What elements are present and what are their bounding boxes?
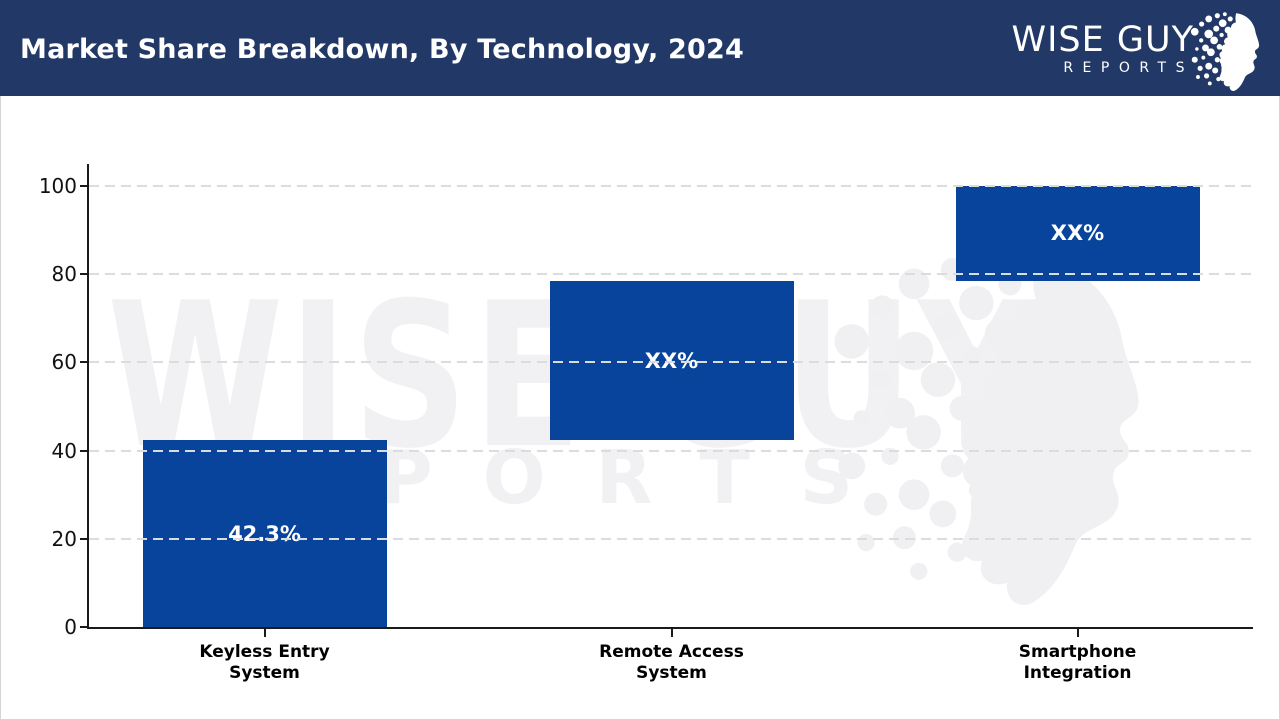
y-tick-mark [80, 537, 89, 540]
category-label-line: System [229, 662, 300, 683]
x-tick-mark [1076, 629, 1079, 637]
category-label: Remote Access System [552, 642, 792, 683]
bar-chart: 42.3% XX% XX% 0 20 40 60 80 100 Keyless Entry Syst… [1, 96, 1279, 719]
gridline [89, 185, 1253, 187]
y-tick-label: 0 [64, 615, 77, 639]
category-label: Keyless Entry System [145, 642, 385, 683]
gridline [89, 537, 1253, 540]
category-label-line: Remote Access [599, 642, 744, 662]
bar: 42.3% [142, 440, 387, 627]
y-tick-mark [80, 185, 89, 187]
bar-value-label: XX% [644, 348, 699, 373]
x-tick-mark [263, 629, 266, 637]
y-tick-label: 60 [51, 350, 77, 375]
logo-text: WISE GUY REPORTS [1011, 22, 1194, 76]
y-tick-mark [80, 361, 89, 364]
category-label-line: Smartphone [1018, 642, 1137, 662]
y-tick-mark [80, 449, 89, 452]
bar: XX% [549, 280, 794, 441]
bar-value-label: 42.3% [228, 521, 301, 546]
category-label-line: Keyless Entry [199, 642, 330, 662]
category-label-line: Integration [1023, 662, 1132, 683]
y-tick-label: 100 [38, 174, 77, 198]
y-tick-label: 80 [51, 262, 77, 287]
logo-subtext: REPORTS [1063, 59, 1194, 76]
category-label: Smartphone Integration [958, 642, 1198, 683]
bar-value-label: XX% [1050, 221, 1105, 246]
gridline [89, 361, 1253, 364]
y-tick-label: 40 [51, 438, 77, 463]
logo-wordmark: WISE GUY [1011, 20, 1194, 61]
header-bar: Market Share Breakdown, By Technology, 2… [0, 0, 1280, 96]
x-axis-line [87, 627, 1253, 629]
chart-card: WISE GUY REPORTS 42.3% XX% XX% 0 20 40 60 80 100… [0, 96, 1280, 720]
y-tick-mark [80, 273, 89, 276]
brand-logo: WISE GUY REPORTS [1011, 6, 1276, 92]
y-axis-line [87, 164, 89, 629]
y-tick-label: 20 [51, 526, 77, 551]
page-title: Market Share Breakdown, By Technology, 2… [20, 34, 745, 65]
category-label-line: System [636, 662, 707, 683]
y-tick-mark [80, 626, 89, 628]
x-tick-mark [670, 629, 673, 637]
gridline [89, 449, 1253, 452]
bar: XX% [955, 186, 1200, 281]
gridline [89, 273, 1253, 276]
